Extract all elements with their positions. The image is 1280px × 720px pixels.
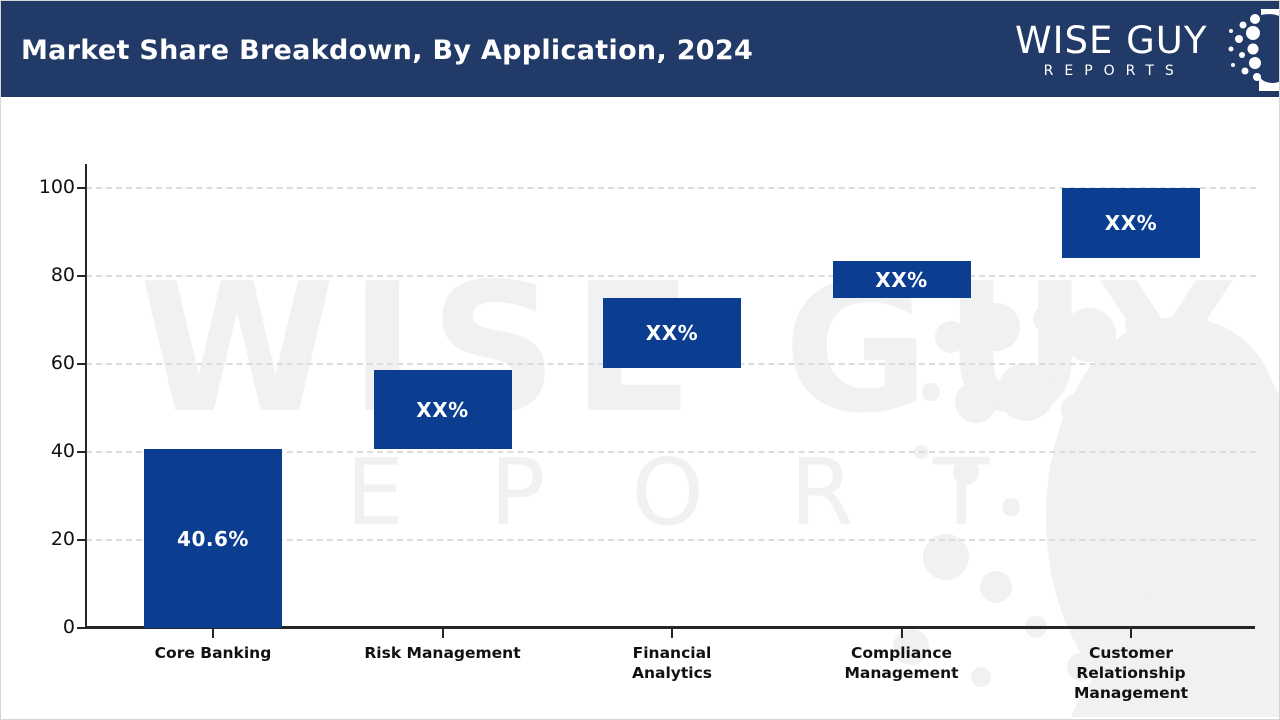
y-tick-label-100: 100 bbox=[38, 176, 75, 198]
x-tick bbox=[900, 629, 903, 638]
logo-text: WISE GUY REPORTS bbox=[1015, 19, 1208, 80]
category-label: Customer Relationship Management bbox=[1016, 643, 1246, 703]
x-tick bbox=[212, 629, 214, 638]
category-label: Compliance Management bbox=[787, 643, 1017, 683]
x-tick bbox=[441, 629, 444, 638]
y-tick-label-20: 20 bbox=[50, 528, 75, 550]
y-tick-label-40: 40 bbox=[50, 440, 75, 462]
bar-segment: 40.6% bbox=[144, 449, 282, 628]
chart-region: WISE GUY REPORTS bbox=[1, 97, 1279, 719]
bar-segment: XX% bbox=[1062, 188, 1200, 258]
bar-segment: XX% bbox=[603, 298, 741, 369]
category-label-line: Compliance bbox=[850, 644, 953, 662]
gridline-80 bbox=[86, 275, 1256, 277]
watermark-subtitle: REPORTS bbox=[196, 439, 1220, 546]
y-tick-label-0: 0 bbox=[62, 616, 75, 638]
y-tick-80 bbox=[77, 275, 86, 277]
y-tick-100 bbox=[77, 187, 86, 189]
y-tick-0 bbox=[77, 627, 86, 629]
head-profile-icon bbox=[1228, 9, 1279, 91]
gridline-20 bbox=[86, 539, 1256, 541]
header-bar: Market Share Breakdown, By Application, … bbox=[1, 1, 1279, 97]
bar-value-label: XX% bbox=[1104, 210, 1158, 235]
y-tick-label-80: 80 bbox=[50, 264, 75, 286]
bar-segment: XX% bbox=[373, 370, 512, 449]
category-label: Core Banking bbox=[98, 643, 328, 663]
y-tick-40 bbox=[77, 451, 86, 453]
category-label-line: Core Banking bbox=[154, 644, 272, 662]
y-tick-20 bbox=[77, 539, 86, 541]
bar-value-label: 40.6% bbox=[177, 526, 249, 551]
watermark-head-icon bbox=[893, 303, 1279, 717]
category-label: Financial Analytics bbox=[557, 643, 787, 683]
wise-guy-reports-logo: WISE GUY REPORTS bbox=[1015, 9, 1279, 91]
y-axis-line bbox=[85, 164, 87, 628]
gridline-100 bbox=[86, 187, 1256, 189]
x-axis-line bbox=[85, 626, 1255, 629]
y-tick-60 bbox=[77, 363, 86, 365]
category-label-line: Management bbox=[1073, 684, 1189, 702]
category-label: Risk Management bbox=[328, 643, 558, 663]
category-label-line: Financial bbox=[632, 644, 712, 662]
bar-segment: XX% bbox=[832, 261, 971, 298]
x-tick bbox=[671, 629, 673, 638]
gridline-40 bbox=[86, 451, 1256, 453]
category-label-line: Customer bbox=[1088, 644, 1173, 662]
page-title: Market Share Breakdown, By Application, … bbox=[21, 35, 754, 66]
category-label-line: Analytics bbox=[631, 664, 713, 682]
category-label-line: Management bbox=[844, 664, 959, 682]
bar-value-label: XX% bbox=[875, 267, 928, 292]
category-label-line: Relationship bbox=[1076, 664, 1186, 682]
y-tick-label-60: 60 bbox=[50, 352, 75, 374]
bar-value-label: XX% bbox=[645, 321, 699, 346]
category-label-line: Risk Management bbox=[364, 644, 521, 662]
logo-subtitle: REPORTS bbox=[1043, 63, 1185, 79]
logo-wordmark: WISE GUY bbox=[1015, 19, 1208, 62]
x-tick bbox=[1130, 629, 1132, 638]
bar-value-label: XX% bbox=[416, 397, 469, 422]
